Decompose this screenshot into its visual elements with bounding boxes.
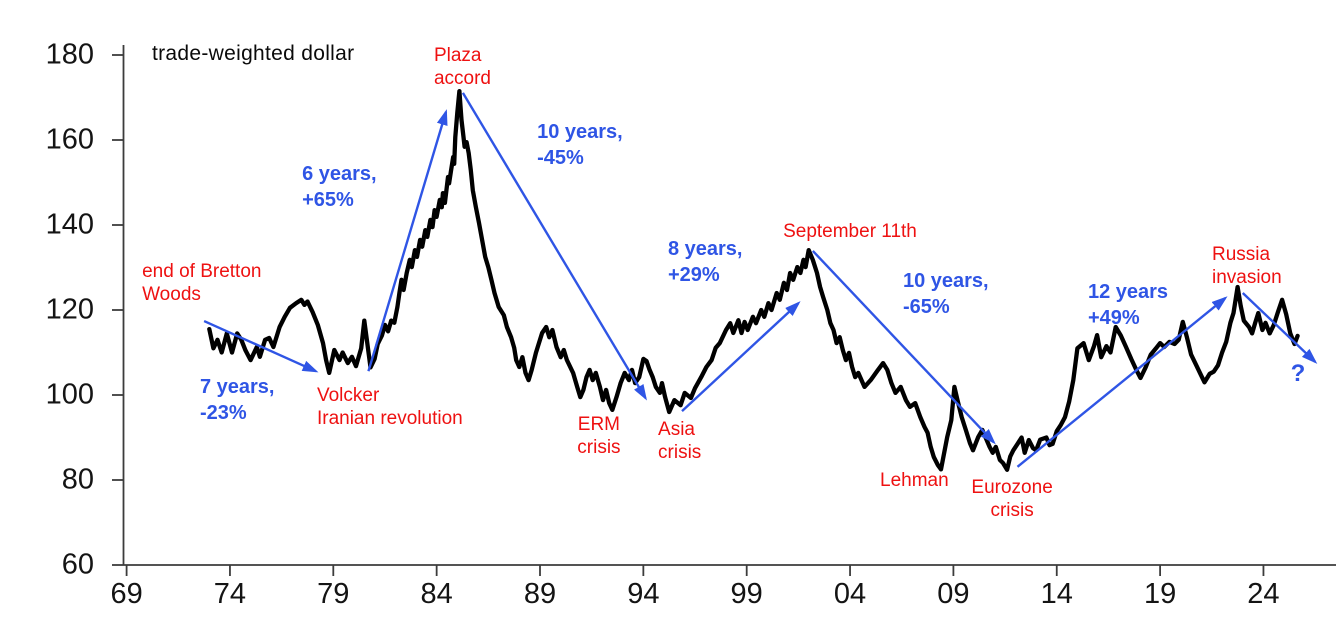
- lehman-label: Lehman: [880, 469, 949, 491]
- arrow-asia-rise: [681, 301, 801, 413]
- question-mark-label: ?: [1290, 360, 1306, 387]
- trend-7y-down-label: 7 years, -23%: [199, 376, 275, 425]
- trend-10y-down-label: 10 years, -45%: [537, 121, 623, 170]
- y-axis-label: 140: [45, 208, 94, 241]
- x-axis-label: 19: [1143, 578, 1177, 610]
- y-axis-label: 100: [45, 378, 94, 411]
- volcker-label: Volcker Iranian revolution: [316, 384, 463, 429]
- erm-crisis-label: ERM crisis: [577, 413, 621, 458]
- x-axis-label: 09: [937, 578, 970, 610]
- dollar-index-line: [207, 88, 1300, 472]
- plaza-accord-label: Plaza accord: [433, 44, 491, 89]
- x-axis-label: 14: [1040, 578, 1073, 610]
- arrow-sept11-decline: [811, 250, 996, 445]
- y-axis-label: 120: [45, 293, 94, 326]
- y-axis-label: 80: [61, 463, 94, 496]
- chart-title: trade-weighted dollar: [152, 42, 355, 65]
- x-axis-label: 79: [317, 578, 350, 610]
- x-axis-label: 84: [420, 578, 453, 610]
- x-axis-label: 89: [523, 578, 557, 610]
- x-axis-label: 94: [627, 578, 660, 610]
- arrow-bretton-decline: [203, 319, 319, 373]
- asia-crisis-label: Asia crisis: [658, 418, 702, 463]
- arrow-plaza-decline: [461, 92, 647, 401]
- x-axis-label: 24: [1247, 578, 1280, 610]
- bretton-woods-label: end of Bretton Woods: [142, 260, 262, 305]
- y-axis-label: 180: [45, 38, 94, 71]
- trend-10y-down-2-label: 10 years, -65%: [902, 269, 989, 318]
- arrow-volcker-rise: [367, 109, 448, 372]
- y-axis-label: 160: [45, 123, 94, 156]
- y-axis-label: 60: [61, 548, 94, 581]
- trend-6y-up-label: 6 years, +65%: [302, 162, 377, 211]
- trend-12y-up-label: 12 years +49%: [1087, 280, 1169, 329]
- september-11th-label: September 11th: [783, 220, 917, 242]
- x-axis-label: 99: [730, 578, 763, 610]
- trend-8y-up-label: 8 years, +29%: [667, 238, 743, 287]
- arrow-eurozone-rise: [1016, 296, 1228, 468]
- eurozone-crisis-label: Eurozone crisis: [971, 477, 1053, 522]
- x-axis-label: 04: [833, 578, 867, 610]
- russia-invasion-label: Russia invasion: [1211, 243, 1282, 288]
- arrow-current-decline: [1241, 292, 1318, 364]
- x-axis-label: 69: [110, 578, 143, 610]
- x-axis-label: 74: [213, 578, 247, 610]
